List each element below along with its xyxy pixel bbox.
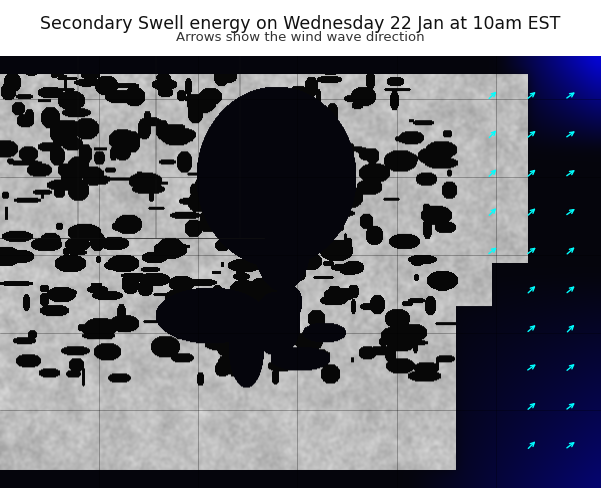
Text: Arrows show the wind wave direction: Arrows show the wind wave direction xyxy=(176,31,425,44)
Text: Secondary Swell energy on Wednesday 22 Jan at 10am EST: Secondary Swell energy on Wednesday 22 J… xyxy=(40,15,561,33)
